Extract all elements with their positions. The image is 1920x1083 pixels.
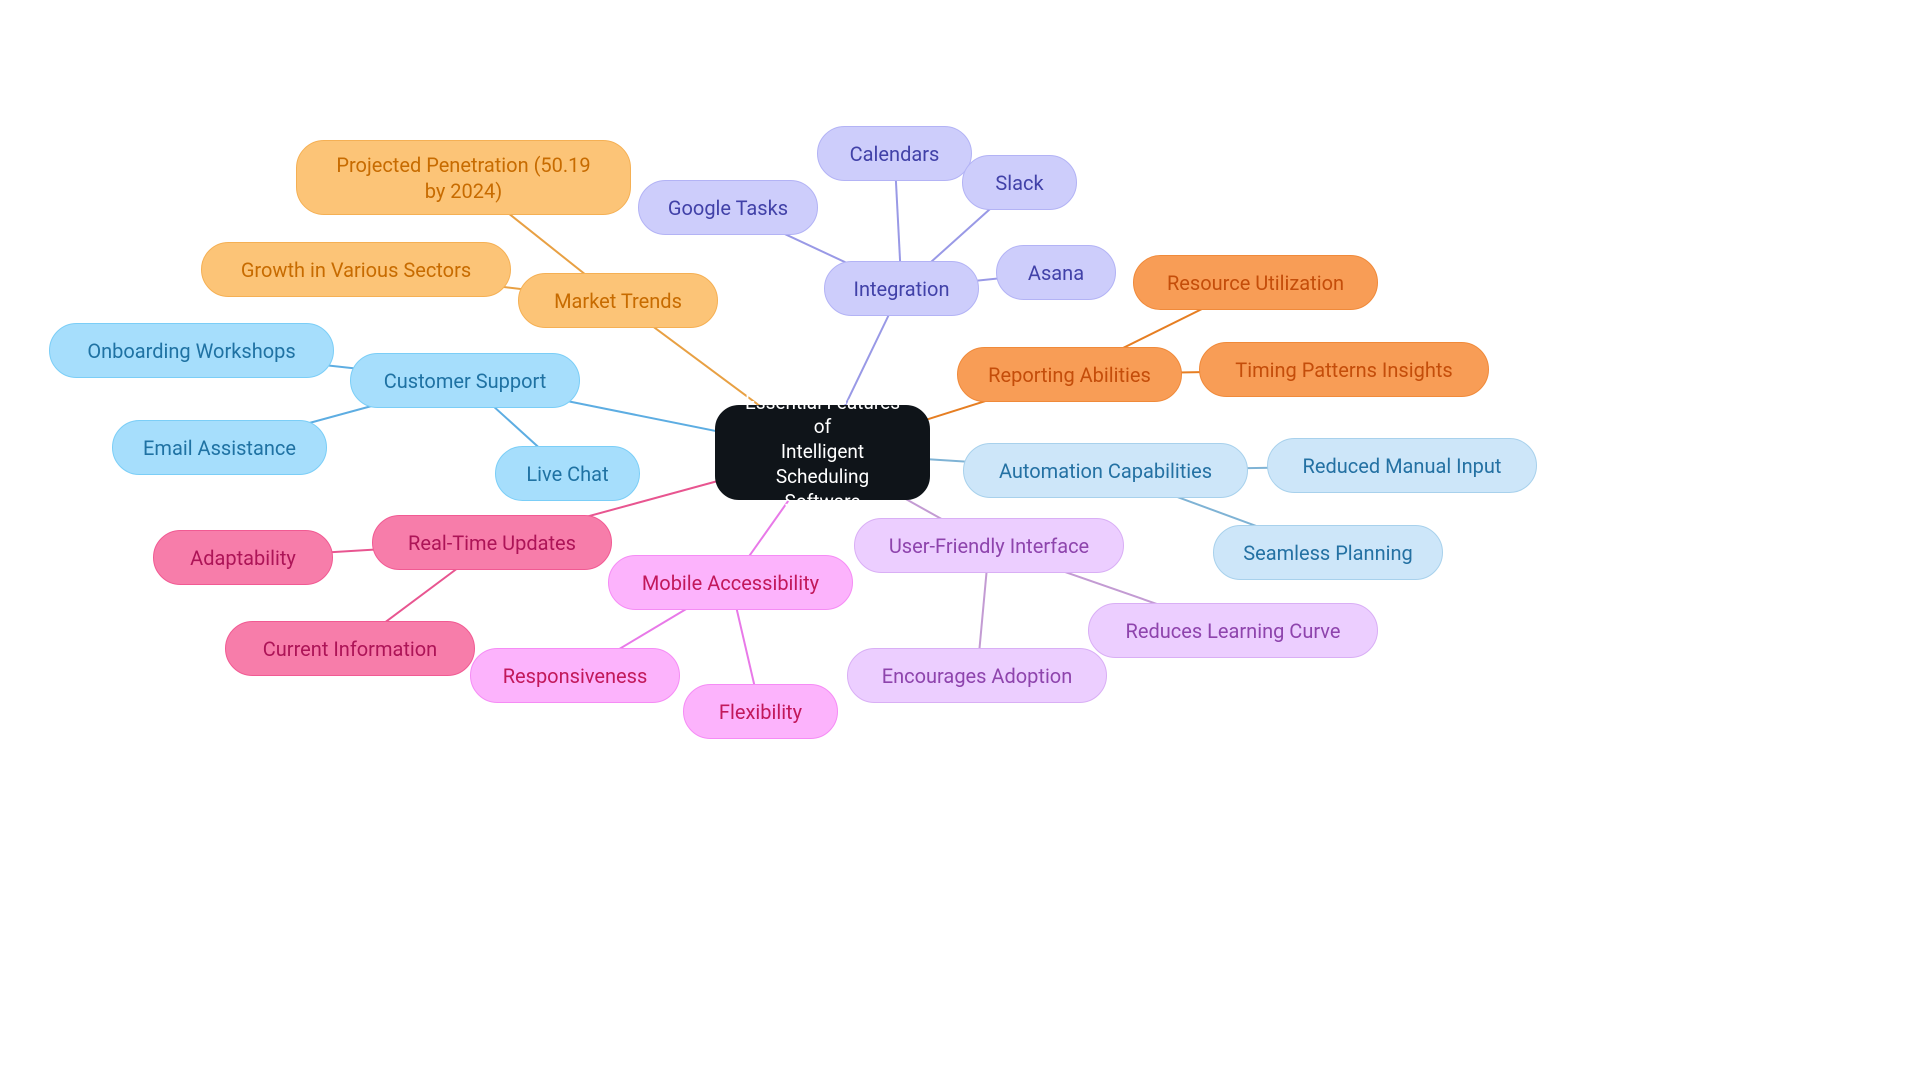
node-integration: Integration (824, 261, 979, 316)
node-label: Integration (854, 276, 950, 302)
node-label: Growth in Various Sectors (241, 257, 471, 283)
node-adaptability: Adaptability (153, 530, 333, 585)
node-label: Real-Time Updates (408, 530, 576, 556)
node-label: Live Chat (526, 461, 608, 487)
node-label: Current Information (263, 636, 437, 662)
node-realtime: Real-Time Updates (372, 515, 612, 570)
node-label: Customer Support (384, 368, 547, 394)
node-label: Essential Features of Intelligent Schedu… (742, 391, 903, 514)
node-reduces-learning: Reduces Learning Curve (1088, 603, 1378, 658)
node-projected: Projected Penetration (50.19 by 2024) (296, 140, 631, 215)
node-label: Resource Utilization (1167, 270, 1344, 296)
node-onboarding: Onboarding Workshops (49, 323, 334, 378)
node-mobile: Mobile Accessibility (608, 555, 853, 610)
node-current-info: Current Information (225, 621, 475, 676)
node-label: Google Tasks (668, 195, 788, 221)
node-label: Slack (995, 170, 1043, 196)
node-label: Automation Capabilities (999, 458, 1212, 484)
node-root: Essential Features of Intelligent Schedu… (715, 405, 930, 500)
node-reduced-manual: Reduced Manual Input (1267, 438, 1537, 493)
node-resource-util: Resource Utilization (1133, 255, 1378, 310)
node-seamless-planning: Seamless Planning (1213, 525, 1443, 580)
node-email-assist: Email Assistance (112, 420, 327, 475)
node-label: Email Assistance (143, 435, 296, 461)
node-asana: Asana (996, 245, 1116, 300)
node-label: User-Friendly Interface (889, 533, 1089, 559)
node-label: Asana (1028, 260, 1084, 286)
node-live-chat: Live Chat (495, 446, 640, 501)
node-label: Onboarding Workshops (87, 338, 295, 364)
node-label: Calendars (850, 141, 940, 167)
node-label: Projected Penetration (50.19 by 2024) (336, 152, 590, 204)
node-encourages-adoption: Encourages Adoption (847, 648, 1107, 703)
node-automation: Automation Capabilities (963, 443, 1248, 498)
node-label: Seamless Planning (1243, 540, 1413, 566)
node-ui: User-Friendly Interface (854, 518, 1124, 573)
node-market: Market Trends (518, 273, 718, 328)
node-label: Encourages Adoption (882, 663, 1073, 689)
node-label: Reduced Manual Input (1303, 453, 1502, 479)
node-support: Customer Support (350, 353, 580, 408)
node-label: Timing Patterns Insights (1235, 357, 1452, 383)
node-reporting: Reporting Abilities (957, 347, 1182, 402)
node-timing-insights: Timing Patterns Insights (1199, 342, 1489, 397)
node-label: Market Trends (554, 288, 682, 314)
node-slack: Slack (962, 155, 1077, 210)
node-label: Flexibility (719, 699, 802, 725)
node-label: Mobile Accessibility (642, 570, 819, 596)
node-label: Reporting Abilities (988, 362, 1151, 388)
node-google-tasks: Google Tasks (638, 180, 818, 235)
node-responsiveness: Responsiveness (470, 648, 680, 703)
node-label: Responsiveness (503, 663, 648, 689)
node-flexibility: Flexibility (683, 684, 838, 739)
node-label: Reduces Learning Curve (1126, 618, 1341, 644)
node-label: Adaptability (190, 545, 296, 571)
node-calendars: Calendars (817, 126, 972, 181)
node-growth: Growth in Various Sectors (201, 242, 511, 297)
